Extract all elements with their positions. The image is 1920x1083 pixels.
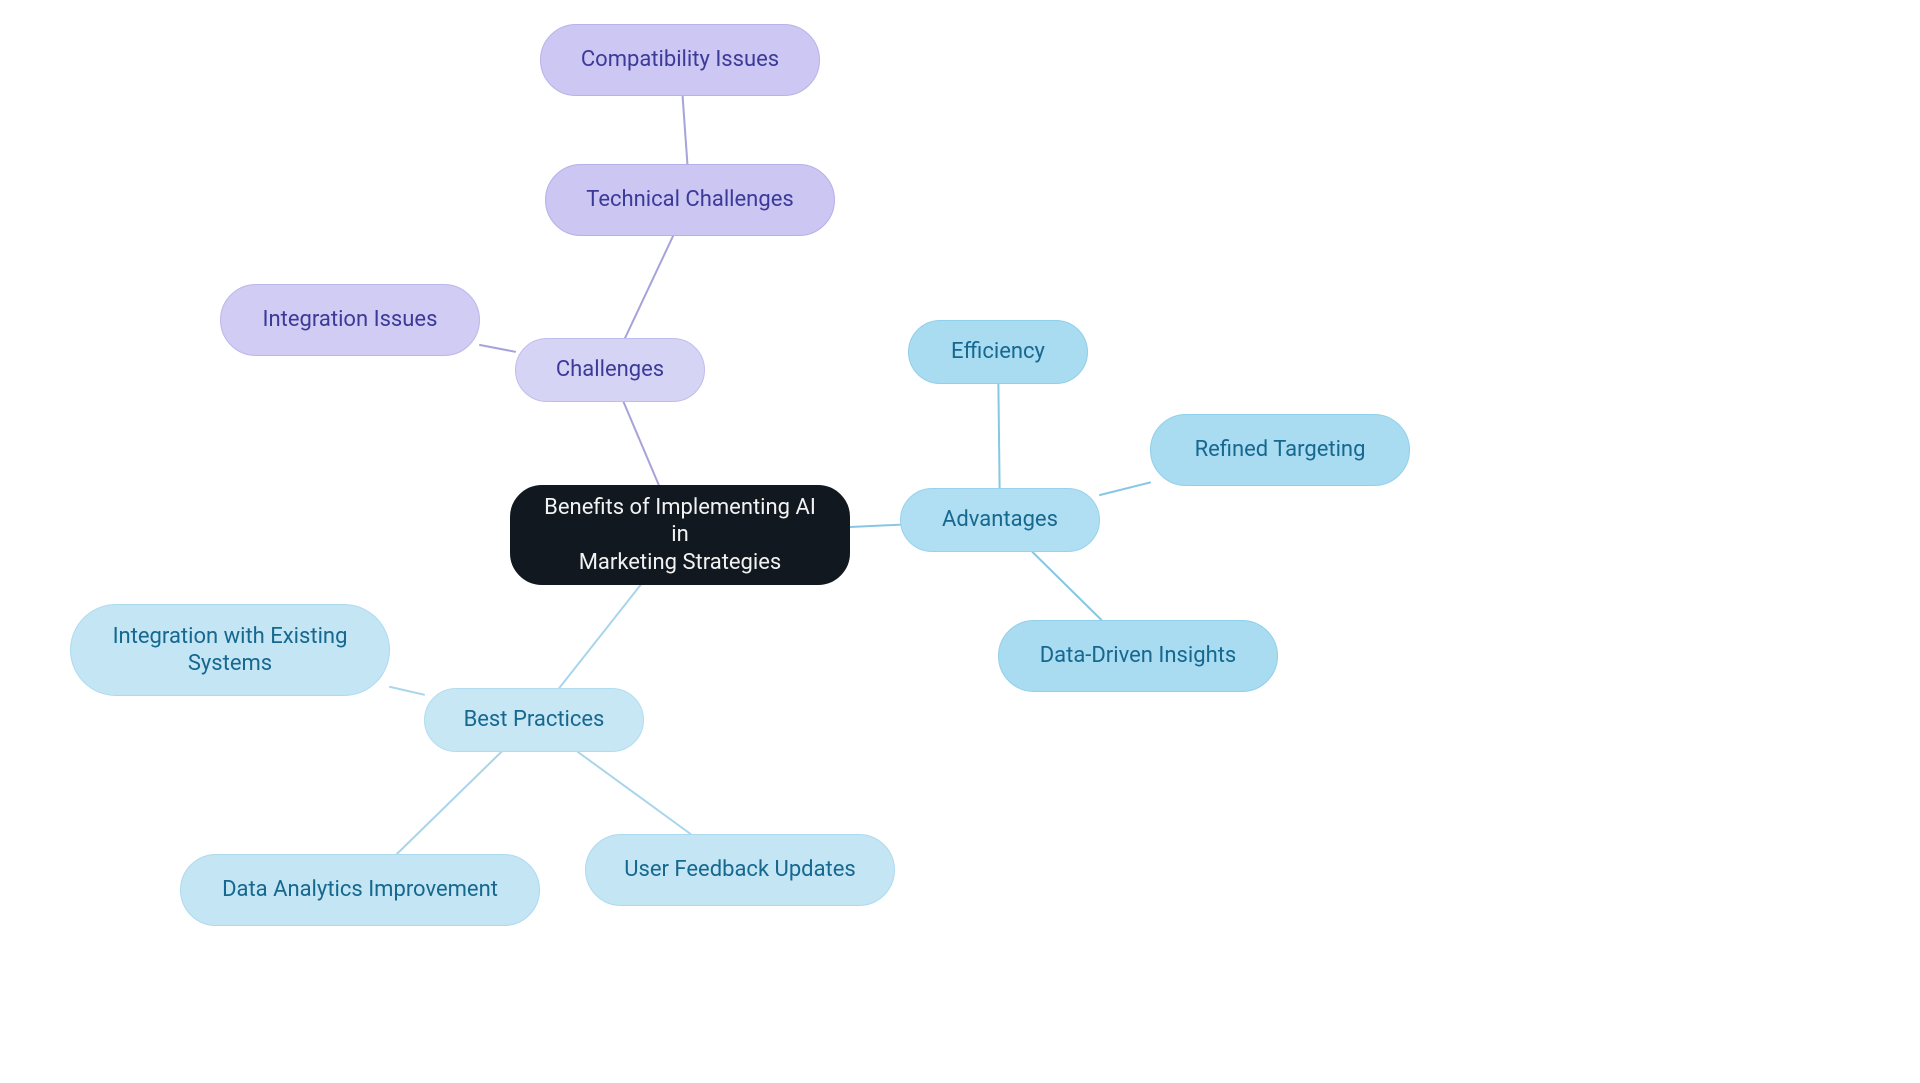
- node-data-analytics-improvement: Data Analytics Improvement: [180, 854, 540, 926]
- node-integration-issues: Integration Issues: [220, 284, 480, 356]
- node-technical-challenges: Technical Challenges: [545, 164, 835, 236]
- node-efficiency: Efficiency: [908, 320, 1088, 384]
- node-label: Integration with Existing Systems: [113, 623, 348, 678]
- node-label: User Feedback Updates: [624, 856, 856, 884]
- node-best-practices: Best Practices: [424, 688, 644, 752]
- node-label: Advantages: [942, 506, 1058, 534]
- node-integration-existing: Integration with Existing Systems: [70, 604, 390, 696]
- node-label: Integration Issues: [263, 306, 438, 334]
- node-label: Benefits of Implementing AI in Marketing…: [539, 494, 821, 577]
- node-refined-targeting: Refined Targeting: [1150, 414, 1410, 486]
- diagram-canvas: Benefits of Implementing AI in Marketing…: [0, 0, 1920, 1083]
- node-user-feedback-updates: User Feedback Updates: [585, 834, 895, 906]
- node-label: Best Practices: [464, 706, 605, 734]
- node-label: Technical Challenges: [586, 186, 793, 214]
- edge-root-challenges: [624, 402, 659, 485]
- edge-root-advantages: [850, 525, 900, 527]
- edge-advantages-refined-targeting: [1100, 483, 1150, 496]
- node-label: Compatibility Issues: [581, 46, 779, 74]
- node-label: Refined Targeting: [1195, 436, 1366, 464]
- node-challenges: Challenges: [515, 338, 705, 402]
- edge-challenges-technical-challenges: [625, 236, 673, 338]
- node-compatibility-issues: Compatibility Issues: [540, 24, 820, 96]
- node-root: Benefits of Implementing AI in Marketing…: [510, 485, 850, 585]
- node-label: Efficiency: [951, 338, 1045, 366]
- node-label: Data Analytics Improvement: [222, 876, 498, 904]
- edge-root-best-practices: [559, 585, 640, 688]
- edge-best-practices-integration-existing: [390, 687, 424, 695]
- edge-best-practices-user-feedback-updates: [578, 752, 691, 834]
- node-advantages: Advantages: [900, 488, 1100, 552]
- node-label: Challenges: [556, 356, 664, 384]
- edge-advantages-efficiency: [998, 384, 999, 488]
- node-label: Data-Driven Insights: [1040, 642, 1237, 670]
- edge-advantages-data-driven-insights: [1032, 552, 1101, 620]
- edge-challenges-integration-issues: [480, 345, 515, 352]
- edge-best-practices-data-analytics-improvement: [397, 752, 501, 854]
- edge-technical-challenges-compatibility-issues: [683, 96, 688, 164]
- node-data-driven-insights: Data-Driven Insights: [998, 620, 1278, 692]
